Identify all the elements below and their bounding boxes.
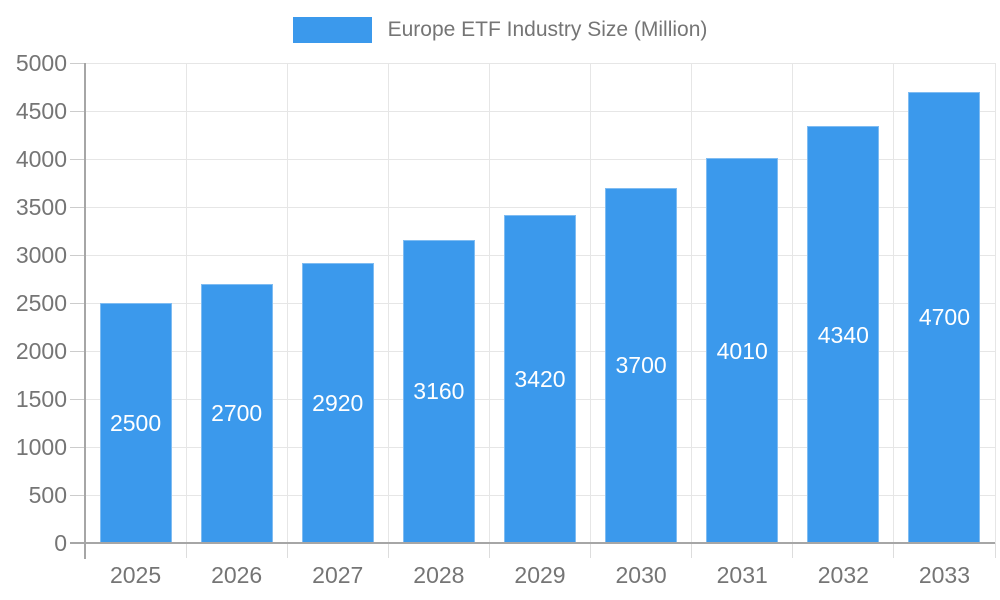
bar-2028[interactable]: 3160 [402, 239, 475, 543]
x-tick-label-2032: 2032 [817, 562, 869, 588]
y-tick-label: 5000 [15, 50, 67, 76]
y-axis-tick [70, 350, 85, 352]
x-gridline [893, 63, 895, 543]
y-tick-label: 1500 [15, 386, 67, 412]
y-tick-label: 2000 [15, 338, 67, 364]
x-axis-tick [994, 543, 996, 558]
x-gridline [488, 63, 490, 543]
x-tick-label-2025: 2025 [109, 562, 162, 588]
y-gridline [85, 158, 995, 160]
x-tick-label-2033: 2033 [918, 562, 971, 588]
y-axis-tick [70, 446, 85, 448]
bar-2031[interactable]: 4010 [706, 158, 779, 543]
y-axis-line [84, 63, 86, 559]
y-tick-label: 4000 [15, 146, 67, 172]
x-gridline [994, 63, 996, 543]
bar-value-label: 4010 [716, 337, 768, 364]
y-gridline [85, 110, 995, 112]
y-axis-tick [70, 398, 85, 400]
y-tick-label: 3000 [15, 242, 67, 268]
bar-2026[interactable]: 2700 [200, 283, 273, 543]
legend-label: Europe ETF Industry Size (Million) [387, 18, 708, 41]
y-axis-tick [70, 158, 85, 160]
y-axis-tick [70, 206, 85, 208]
bar-2032[interactable]: 4340 [807, 126, 880, 543]
bar-value-label: 3700 [615, 352, 667, 379]
x-axis-tick [893, 543, 895, 558]
chart-legend: Europe ETF Industry Size (Million) [0, 17, 1000, 43]
x-tick-label-2028: 2028 [413, 562, 465, 588]
y-tick-label: 500 [28, 482, 67, 508]
bar-2029[interactable]: 3420 [504, 214, 576, 543]
y-gridline [85, 62, 995, 64]
y-axis-tick [70, 494, 85, 496]
x-axis-tick [792, 543, 794, 558]
x-tick-label-2030: 2030 [615, 562, 667, 588]
y-axis-tick [70, 254, 85, 256]
bar-2030[interactable]: 3700 [605, 187, 678, 543]
y-tick-label: 0 [54, 530, 67, 556]
bar-2033[interactable]: 4700 [908, 91, 981, 543]
x-tick-label-2026: 2026 [211, 562, 263, 588]
bar-value-label: 4700 [918, 304, 971, 331]
x-axis-tick [387, 543, 389, 558]
y-tick-label: 2500 [15, 290, 67, 316]
y-axis-tick [70, 62, 85, 64]
bar-value-label: 4340 [817, 321, 869, 348]
bar-value-label: 3160 [413, 378, 465, 405]
x-gridline [185, 63, 187, 543]
y-gridline [85, 206, 995, 208]
x-gridline [387, 63, 389, 543]
legend-item[interactable]: Europe ETF Industry Size (Million) [292, 17, 708, 43]
x-tick-label-2031: 2031 [716, 562, 768, 588]
bar-value-label: 2920 [312, 389, 364, 416]
x-gridline [792, 63, 794, 543]
y-tick-label: 1000 [15, 434, 67, 460]
x-gridline [286, 63, 288, 543]
x-axis-tick [488, 543, 490, 558]
x-tick-label-2027: 2027 [312, 562, 364, 588]
bar-value-label: 2700 [211, 400, 263, 427]
x-tick-label-2029: 2029 [514, 562, 566, 588]
x-axis-tick [590, 543, 592, 558]
legend-color-swatch-icon [292, 17, 372, 43]
y-tick-label: 3500 [15, 194, 67, 220]
x-axis-line [70, 542, 995, 544]
x-axis-tick [691, 543, 693, 558]
bar-value-label: 3420 [514, 365, 566, 392]
bar-2027[interactable]: 2920 [301, 262, 374, 543]
bar-value-label: 2500 [109, 410, 162, 436]
x-gridline [590, 63, 592, 543]
y-axis-tick [70, 110, 85, 112]
x-axis-tick [185, 543, 187, 558]
y-axis-tick [70, 302, 85, 304]
bar-2025[interactable]: 2500 [99, 303, 172, 543]
x-gridline [691, 63, 693, 543]
x-axis-tick [286, 543, 288, 558]
y-tick-label: 4500 [15, 98, 67, 124]
